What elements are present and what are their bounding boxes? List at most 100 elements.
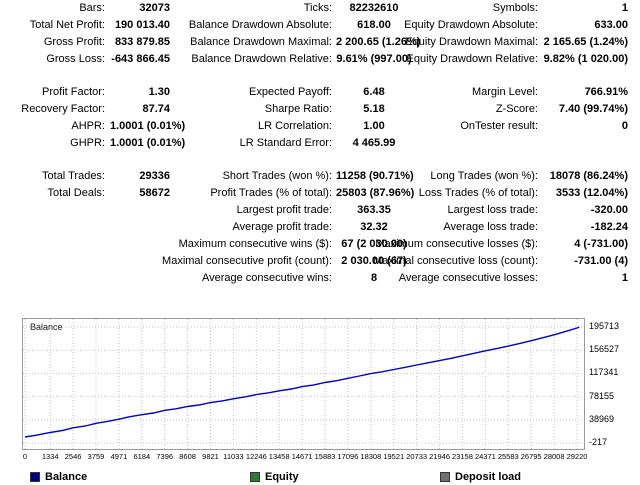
statistics-table: Bars: 32073 Ticks: 82232610 Symbols: 1 Total N… [0,0,640,287]
stat-label: Expected Payoff: [249,86,332,98]
stats-section: Profit Factor: 1.30 Expected Payoff: 6.48 Ma… [0,84,640,152]
x-tick-label: 13458 [268,452,290,461]
stat-value: 58672 [139,187,170,199]
x-tick-label: 3759 [87,452,105,461]
x-tick-label: 18308 [360,452,382,461]
x-tick-label: 21946 [429,452,450,461]
stats-row: Maximal consecutive profit (count): 2 030… [0,253,640,270]
stat-value: 25803 (87.96%) [336,187,415,199]
legend-label: Equity [265,471,299,483]
stat-value: 18078 (86.24%) [549,170,628,182]
x-tick-label: 26795 [520,452,542,461]
stats-row: Total Deals: 58672 Profit Trades (% of tot… [0,185,640,202]
stat-value: 87.74 [142,103,170,115]
stat-value: 67 (2 030.00) [341,238,407,250]
x-tick-label: 1334 [41,452,59,461]
stat-value: 82232610 [349,2,399,14]
stat-value: 363.35 [357,204,391,216]
stat-label: Maximum consecutive wins ($): [178,238,332,250]
stat-value: 1.0001 (0.01%) [110,137,186,149]
stat-label: Long Trades (won %): [430,170,538,182]
stat-value: 8 [370,272,378,284]
stat-label: Maximal consecutive loss (count): [372,255,538,267]
legend-swatch-icon [30,472,40,482]
stat-label: Average consecutive wins: [201,272,332,284]
stat-label: AHPR: [71,120,105,132]
stats-row: Largest profit trade: 363.35 Largest loss … [0,202,640,219]
stat-label: Maximum consecutive losses ($): [375,238,538,250]
y-tick-label: -217 [589,437,608,447]
x-tick-label: 28008 [543,452,565,461]
stat-value: 1 [621,2,628,14]
stat-label: Average consecutive losses: [398,272,538,284]
stat-label: Gross Profit: [43,36,105,48]
stat-label: Total Trades: [42,170,105,182]
x-tick-label: 7396 [156,452,174,461]
stats-row: Total Net Profit: 190 013.40 Balance Drawd… [0,17,640,34]
x-tick-label: 19521 [383,452,405,461]
legend-label: Balance [45,471,88,483]
legend-item-deposit-load[interactable]: Deposit load [440,471,521,483]
stat-label: Equity Drawdown Relative: [406,53,538,65]
stats-row: Total Trades: 29336 Short Trades (won %): 1… [0,168,640,185]
stat-label: Average loss trade: [443,221,538,233]
stat-value: 4 (-731.00) [574,238,628,250]
stat-label: Ticks: [303,2,332,14]
stat-value: 4 465.99 [352,137,396,149]
y-tick-label: 38969 [589,413,615,424]
stat-label: LR Correlation: [258,120,332,132]
stat-value: -643 866.45 [111,53,170,65]
stat-label: Balance Drawdown Absolute: [188,19,332,31]
balance-line [24,326,580,438]
stat-value: 1.0001 (0.01%) [110,120,186,132]
x-axis-labels: 0 1334 2546 3759 4971 6184 7396 8608 9821 11033 12… [22,452,612,464]
x-tick-label: 12246 [245,452,267,461]
y-tick-label: 78155 [589,390,615,401]
stat-value: 5.18 [363,103,385,115]
stat-value: 32073 [139,2,170,14]
x-tick-label: 15883 [314,452,336,461]
stat-label: Balance Drawdown Maximal: [190,36,332,48]
stat-label: Total Deals: [47,187,105,199]
stats-section: Bars: 32073 Ticks: 82232610 Symbols: 1 Total N… [0,0,640,68]
stat-value: 9.61% (997.00) [336,53,412,65]
y-tick-label: 195713 [589,321,620,331]
stat-label: Average profit trade: [232,221,332,233]
x-tick-label: 11033 [223,452,244,461]
legend-swatch-icon [250,472,260,482]
stat-label: Balance Drawdown Relative: [191,53,332,65]
y-axis-labels: 195713 156527 117341 78155 38969 -217 [589,318,637,450]
y-tick-label: 117341 [589,367,619,378]
x-tick-label: 25583 [497,452,519,461]
stat-label: Profit Factor: [42,86,105,98]
stat-value: 1.00 [363,120,385,132]
stats-section: Total Trades: 29336 Short Trades (won %): 1… [0,168,640,287]
stat-value: 2 165.65 (1.24%) [543,36,628,48]
stat-label: Z-Score: [495,103,538,115]
stats-row: Maximum consecutive wins ($): 67 (2 030.0… [0,236,640,253]
stat-value: 2 030.00 (67) [341,255,407,267]
legend-label: Deposit load [455,471,522,483]
stat-value: 190 013.40 [114,19,170,31]
stat-label: GHPR: [70,137,105,149]
legend-item-equity[interactable]: Equity [250,471,299,483]
stat-label: Profit Trades (% of total): [210,187,332,199]
stat-label: Symbols: [492,2,538,14]
stat-label: OnTester result: [460,120,538,132]
stat-value: 0 [621,120,628,132]
stat-label: Equity Drawdown Absolute: [404,19,538,31]
stat-value: 1 [621,272,628,284]
x-tick-label: 8608 [179,452,196,461]
stat-value: 3533 (12.04%) [555,187,628,199]
x-tick-label: 0 [22,452,28,461]
stat-label: LR Standard Error: [239,137,332,149]
stat-value: 1.30 [148,86,170,98]
x-tick-label: 4971 [110,452,128,461]
y-tick-label: 156527 [589,344,620,355]
x-tick-label: 20733 [406,452,428,461]
stats-row: Average consecutive wins: 8 Average consec… [0,270,640,287]
legend-item-balance[interactable]: Balance [30,471,87,483]
stat-value: 2 200.65 (1.26%) [336,36,421,48]
chart-title: Balance [30,322,63,332]
stat-label: Short Trades (won %): [222,170,332,182]
